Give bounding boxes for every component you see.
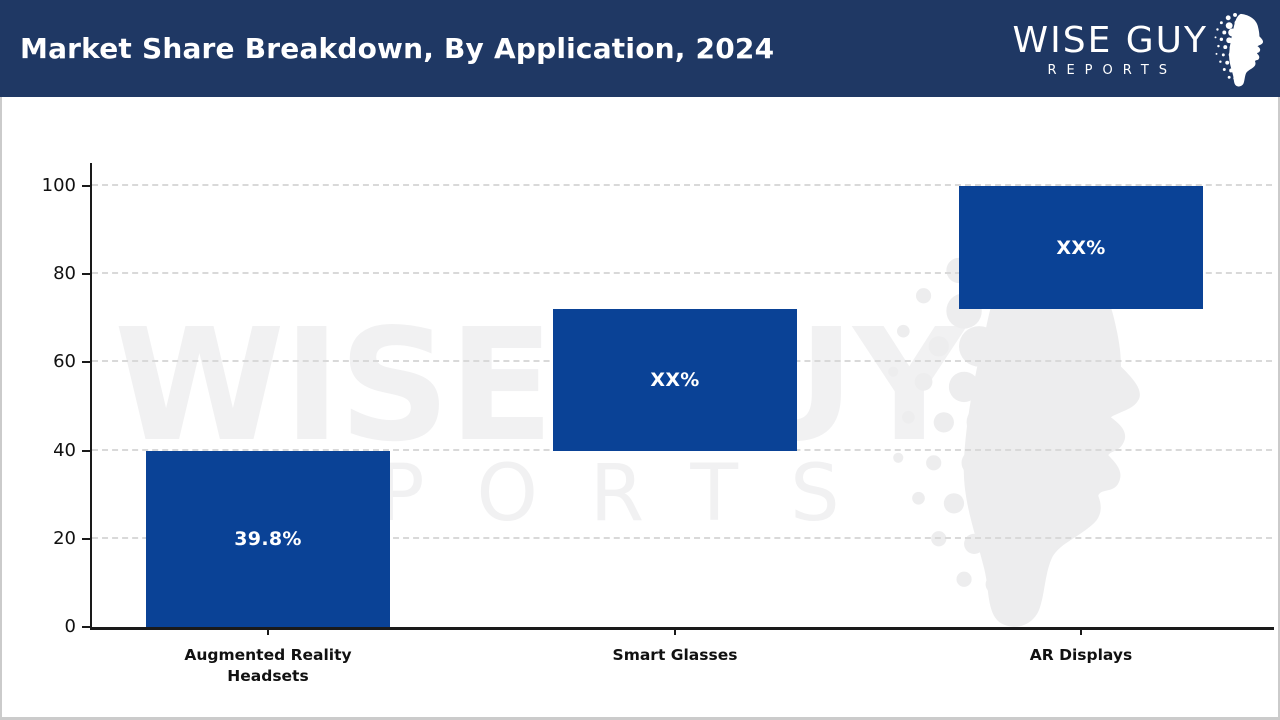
y-tick-label: 60 [53,351,76,373]
y-tick-label: 0 [64,616,76,637]
y-tick-label: 40 [53,439,76,461]
chart-canvas: WISE GUY REPORTS 0 20 40 60 80 100 39.8% Augme… [0,97,1280,720]
y-tick-mark [82,184,90,187]
x-category-label: Smart Glasses [612,646,738,664]
y-tick-mark [82,449,90,452]
page-title: Market Share Breakdown, By Application, … [20,32,775,65]
y-axis-labels: 0 20 40 60 80 100 [2,163,76,637]
gridline [92,272,1272,275]
x-axis-line [90,627,1274,630]
bar-segment: 39.8% [146,451,390,627]
x-tick-mark [1080,627,1082,635]
watermark-face-icon [888,245,1140,627]
header-bar: Market Share Breakdown, By Application, … [0,0,1280,97]
bar-value-label: XX% [650,369,700,392]
gridline [92,536,1272,539]
y-tick-label: 80 [53,263,76,285]
bar-segment: XX% [959,185,1203,310]
x-category-label: Augmented Reality Headsets [184,646,352,685]
y-tick-mark [82,537,90,540]
bar-segment: XX% [553,309,797,452]
x-category-label: AR Displays [1029,646,1133,664]
x-tick-mark [267,627,269,635]
bar-value-label: XX% [1056,236,1106,259]
face-profile-icon [1214,12,1264,86]
gridline [92,183,1272,186]
y-tick-mark [82,273,90,276]
y-tick-label: 20 [53,527,76,549]
brand-name: WISE GUY [1012,20,1208,61]
y-tick-label: 100 [41,174,76,196]
bar-value-label: 39.8% [234,528,302,551]
brand-subname: REPORTS [1047,63,1178,78]
brand-logo-text: WISE GUY REPORTS [1012,20,1209,79]
x-tick-mark [674,627,676,635]
watermark-text-top: WISE GUY [114,295,965,476]
y-tick-mark [82,626,90,628]
brand-logo: WISE GUY REPORTS [1013,11,1267,89]
plot-area: 39.8% Augmented Reality Headsets XX% Smart … [82,163,1274,685]
y-tick-mark [82,361,90,364]
